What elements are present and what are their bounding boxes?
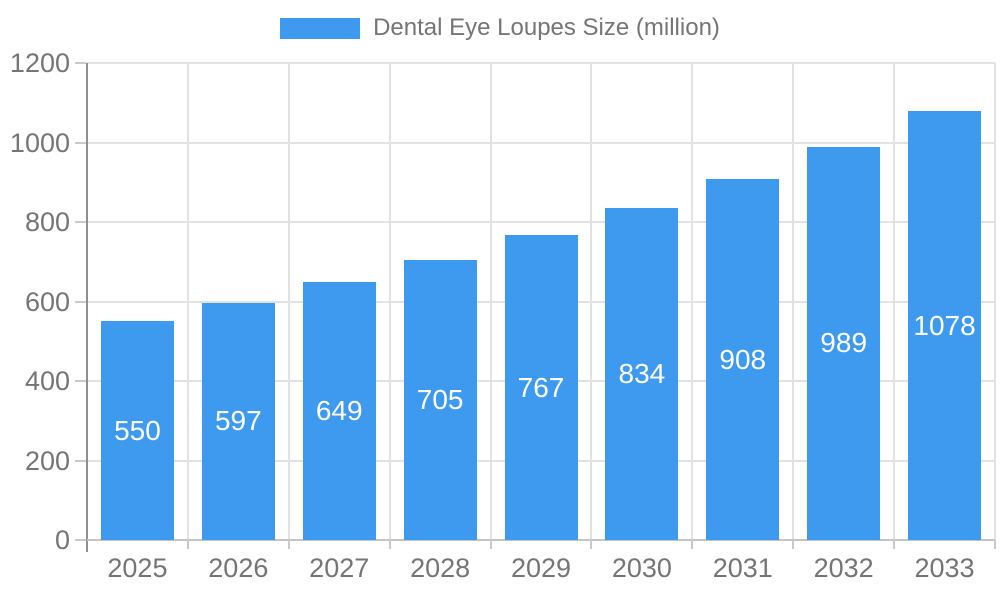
gridline-v-4 [489, 63, 492, 540]
gridline-v-1 [186, 63, 189, 540]
y-tick-label-1000: 1000 [9, 127, 70, 158]
bar-2026[interactable]: 597 [201, 302, 275, 540]
x-tick-label-2026: 2026 [208, 553, 269, 583]
gridline-h-1000 [87, 141, 995, 144]
y-tick-label-1200: 1200 [9, 48, 70, 78]
bar-2028[interactable]: 705 [403, 259, 477, 540]
y-tick-label-0: 0 [54, 525, 70, 555]
bar-value-label: 834 [618, 358, 666, 390]
gridline-v-6 [691, 63, 694, 540]
bar-2027[interactable]: 649 [302, 282, 376, 540]
x-tick-2 [287, 540, 290, 549]
legend-label: Dental Eye Loupes Size (million) [373, 14, 720, 41]
gridline-v-5 [590, 63, 593, 540]
y-tick-label-800: 800 [24, 207, 70, 237]
x-tick-9 [994, 540, 996, 549]
x-axis-line [87, 539, 995, 541]
gridline-v-8 [893, 63, 896, 540]
y-tick-400 [75, 380, 86, 382]
x-tick-3 [388, 540, 391, 549]
y-axis-line [86, 63, 88, 552]
bar-2033[interactable]: 1078 [908, 111, 982, 540]
bar-value-label: 989 [820, 327, 868, 359]
y-tick-1000 [75, 141, 86, 144]
x-tick-6 [691, 540, 694, 549]
bar-value-label: 597 [214, 405, 262, 437]
bar-value-label: 705 [416, 383, 464, 415]
gridline-v-9 [994, 63, 996, 540]
x-tick-5 [590, 540, 593, 549]
bar-2032[interactable]: 989 [807, 146, 881, 540]
x-tick-label-2029: 2029 [510, 553, 572, 583]
x-tick-label-2032: 2032 [813, 553, 874, 583]
x-tick-1 [186, 540, 189, 549]
bar-value-label: 767 [517, 371, 565, 403]
x-tick-4 [489, 540, 492, 549]
gridline-v-3 [388, 63, 391, 540]
bar-2025[interactable]: 550 [100, 321, 174, 540]
bar-2029[interactable]: 767 [504, 235, 578, 540]
y-tick-label-400: 400 [24, 366, 70, 396]
bar-2030[interactable]: 834 [605, 208, 679, 540]
y-tick-600 [75, 300, 86, 303]
bar-value-label: 1078 [913, 309, 976, 341]
bar-2031[interactable]: 908 [706, 179, 780, 540]
x-tick-label-2027: 2027 [309, 553, 370, 583]
y-tick-1200 [75, 62, 86, 64]
legend-item[interactable]: Dental Eye Loupes Size (million) [280, 14, 720, 42]
y-tick-label-200: 200 [24, 445, 70, 476]
x-tick-7 [792, 540, 795, 549]
x-tick-label-2028: 2028 [410, 553, 471, 583]
bar-value-label: 908 [719, 343, 767, 375]
gridline-v-2 [287, 63, 290, 540]
bar-value-label: 550 [114, 414, 161, 446]
gridline-h-1200 [87, 62, 995, 64]
y-tick-800 [75, 221, 86, 223]
y-tick-0 [75, 539, 86, 541]
x-tick-label-2030: 2030 [611, 553, 672, 583]
legend: Dental Eye Loupes Size (million) [0, 0, 1000, 56]
y-tick-label-600: 600 [24, 286, 70, 317]
x-tick-label-2033: 2033 [914, 553, 975, 583]
x-tick-8 [893, 540, 896, 549]
x-tick-label-2031: 2031 [712, 553, 773, 583]
y-tick-200 [75, 459, 86, 462]
bar-value-label: 649 [315, 395, 363, 426]
gridline-h-800 [87, 221, 995, 223]
gridline-v-7 [792, 63, 795, 540]
legend-swatch [280, 17, 361, 39]
x-tick-label-2025: 2025 [107, 553, 168, 583]
